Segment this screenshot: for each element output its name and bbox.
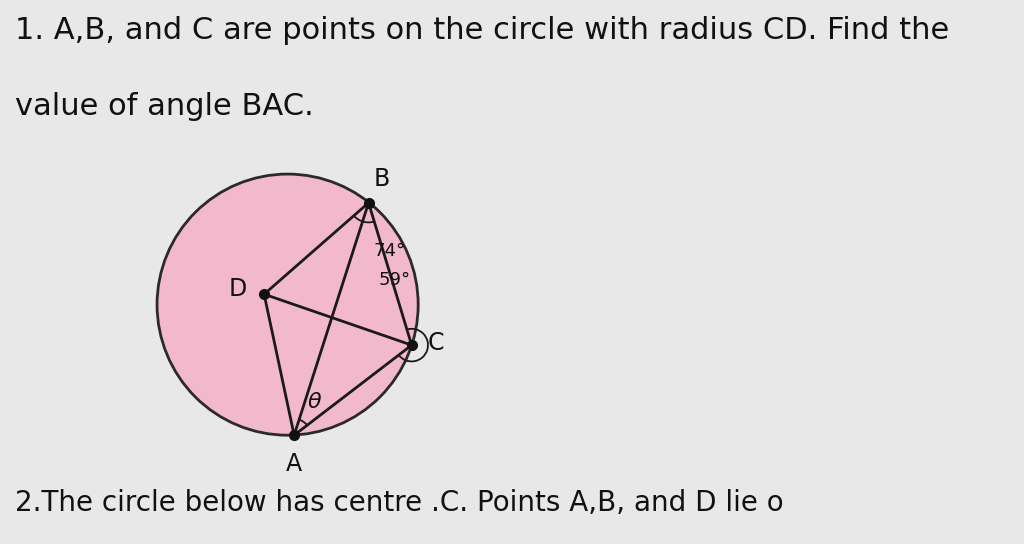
Text: 74°: 74° [374, 242, 406, 260]
Text: D: D [229, 277, 247, 301]
Text: 59°: 59° [379, 271, 411, 289]
Text: 2.The circle below has centre .C. Points A,B, and D lie o: 2.The circle below has centre .C. Points… [15, 489, 784, 517]
Text: B: B [374, 167, 390, 191]
Text: A: A [286, 452, 302, 476]
Text: θ: θ [307, 392, 321, 412]
Circle shape [157, 174, 418, 435]
Text: value of angle BAC.: value of angle BAC. [15, 92, 314, 121]
Text: C: C [427, 331, 443, 355]
Text: 1. A,B, and C are points on the circle with radius CD. Find the: 1. A,B, and C are points on the circle w… [15, 16, 949, 45]
